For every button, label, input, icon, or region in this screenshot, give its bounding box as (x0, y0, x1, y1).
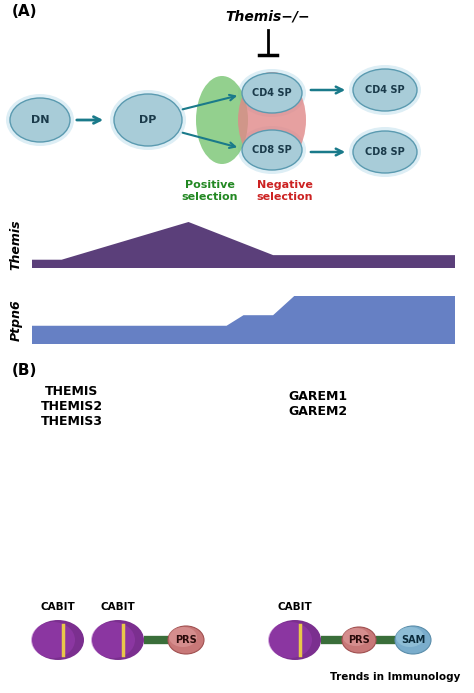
Ellipse shape (238, 69, 306, 117)
Text: Positive
selection: Positive selection (182, 180, 238, 202)
Ellipse shape (6, 94, 74, 146)
Text: CD4 SP: CD4 SP (252, 88, 292, 98)
Ellipse shape (238, 72, 306, 168)
Text: CABIT: CABIT (100, 602, 136, 612)
Text: THEMIS: THEMIS (46, 385, 99, 398)
Text: Ptpn6: Ptpn6 (9, 299, 22, 341)
Text: Themis−/−: Themis−/− (226, 9, 310, 23)
Text: DP: DP (139, 115, 157, 125)
Text: Trends in Immunology: Trends in Immunology (329, 672, 460, 682)
Text: GAREM2: GAREM2 (289, 405, 347, 418)
Text: CABIT: CABIT (278, 602, 312, 612)
Ellipse shape (268, 622, 312, 658)
Ellipse shape (31, 622, 75, 658)
Text: CD8 SP: CD8 SP (252, 145, 292, 155)
Ellipse shape (92, 620, 144, 660)
Text: (B): (B) (12, 363, 37, 378)
Ellipse shape (395, 626, 431, 654)
Text: GAREM1: GAREM1 (289, 390, 347, 403)
Polygon shape (32, 222, 455, 268)
Ellipse shape (110, 90, 186, 150)
Text: (A): (A) (12, 4, 37, 19)
Ellipse shape (269, 620, 321, 660)
Ellipse shape (196, 76, 248, 164)
Text: Negative
selection: Negative selection (257, 180, 313, 202)
Ellipse shape (10, 98, 70, 142)
Ellipse shape (242, 73, 302, 113)
Text: PRS: PRS (175, 635, 197, 645)
Text: CABIT: CABIT (41, 602, 75, 612)
Text: PRS: PRS (348, 635, 370, 645)
Ellipse shape (396, 627, 424, 647)
Ellipse shape (343, 628, 369, 646)
Ellipse shape (114, 94, 182, 146)
Ellipse shape (353, 69, 417, 111)
Text: DN: DN (31, 115, 49, 125)
Text: Themis: Themis (9, 220, 22, 270)
Ellipse shape (242, 130, 302, 170)
Text: CD8 SP: CD8 SP (365, 147, 405, 157)
Ellipse shape (342, 627, 376, 653)
Polygon shape (32, 296, 455, 344)
Ellipse shape (91, 622, 135, 658)
Text: THEMIS3: THEMIS3 (41, 415, 103, 428)
Text: CD4 SP: CD4 SP (365, 85, 405, 95)
Text: SAM: SAM (401, 635, 425, 645)
Ellipse shape (168, 626, 204, 654)
Text: THEMIS2: THEMIS2 (41, 400, 103, 413)
Ellipse shape (353, 131, 417, 173)
Ellipse shape (238, 126, 306, 174)
Ellipse shape (169, 627, 197, 647)
Ellipse shape (32, 620, 84, 660)
Ellipse shape (349, 65, 421, 115)
Ellipse shape (349, 127, 421, 177)
